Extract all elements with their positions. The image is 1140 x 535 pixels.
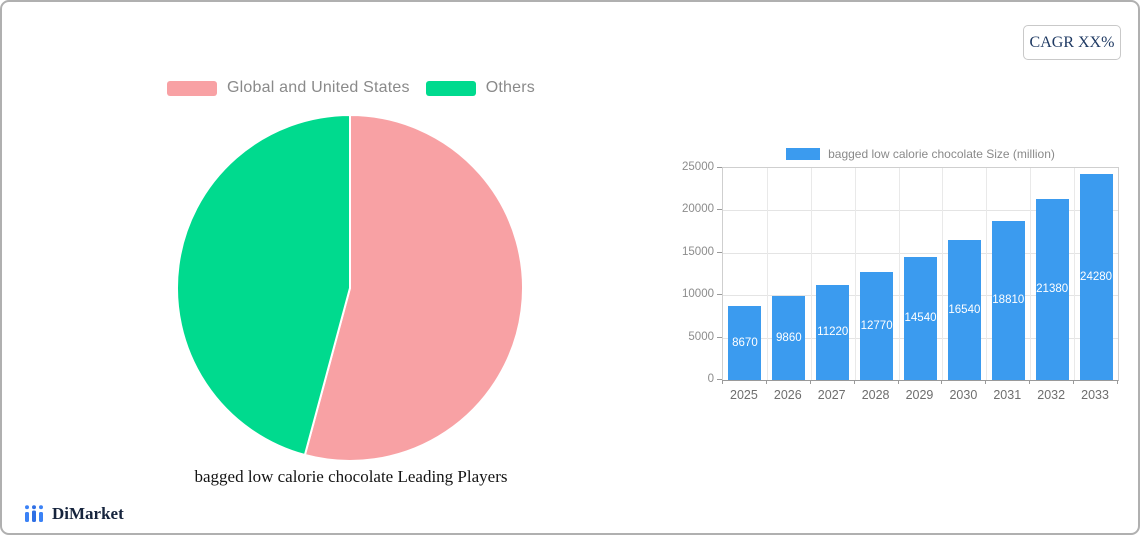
gridline-vertical <box>942 168 944 380</box>
pie-chart <box>176 114 524 462</box>
bar-value-label: 11220 <box>817 326 849 339</box>
y-axis-tick-label: 10000 <box>682 288 714 301</box>
pie-legend-swatch <box>167 80 218 96</box>
bar-value-label: 24280 <box>1080 271 1113 284</box>
x-axis-tick <box>941 380 943 384</box>
gridline-vertical <box>854 168 856 380</box>
x-axis-tick-label: 2031 <box>993 388 1022 402</box>
x-axis-tick <box>985 380 987 384</box>
bar <box>991 220 1025 380</box>
x-axis-tick-label: 2028 <box>861 388 890 402</box>
pie-legend-label: Global and United States <box>227 79 410 96</box>
bar <box>860 271 894 380</box>
pie-legend: Global and United States Others <box>2 76 700 100</box>
pie-legend-label: Others <box>485 79 535 96</box>
y-axis-tick-label: 15000 <box>682 245 714 258</box>
x-axis-tick-label: 2032 <box>1037 388 1066 402</box>
y-axis-tick-label: 0 <box>707 373 714 385</box>
x-axis-tick-label: 2025 <box>730 388 758 402</box>
bar-value-label: 18810 <box>992 294 1025 307</box>
bar <box>728 306 762 380</box>
y-axis-tick-label: 20000 <box>682 203 714 216</box>
bar-legend-swatch <box>786 148 821 160</box>
y-axis-tick <box>717 209 722 211</box>
bar <box>904 256 937 380</box>
bar-plot-area: 8670 9860 11220 12770 14540 16540 18810 21380 24… <box>722 167 1119 381</box>
pie-legend-item: Global and United States <box>167 79 410 97</box>
x-axis-tick <box>809 380 811 384</box>
x-axis-tick-label: 2029 <box>905 388 934 402</box>
bar-chart: bagged low calorie chocolate Size (milli… <box>652 142 1138 417</box>
y-axis-tick <box>717 167 722 168</box>
x-axis-tick <box>1029 380 1031 384</box>
pie-slice <box>176 114 351 457</box>
bar-legend-label: bagged low calorie chocolate Size (milli… <box>828 147 1055 161</box>
x-axis-tick <box>853 380 855 384</box>
gridline-vertical <box>810 168 812 380</box>
x-axis-tick <box>722 380 723 384</box>
gridline-vertical <box>766 168 768 380</box>
bar-value-label: 16540 <box>948 303 981 316</box>
gridline-horizontal <box>723 252 1118 254</box>
bar <box>816 284 850 380</box>
pie-legend-item: Others <box>425 79 535 97</box>
bar <box>1035 198 1069 380</box>
x-axis-tick <box>1117 380 1118 384</box>
bar-chart-logo-icon <box>25 505 43 522</box>
bar-value-label: 9860 <box>776 332 802 345</box>
x-axis-tick <box>897 380 899 384</box>
bar-value-label: 21380 <box>1036 283 1069 296</box>
gridline-vertical <box>898 168 900 380</box>
pie-slice <box>303 114 524 462</box>
x-axis-tick <box>1073 380 1075 384</box>
y-axis-tick <box>717 251 722 253</box>
y-axis-tick-label: 25000 <box>682 161 714 173</box>
cagr-button[interactable]: CAGR XX% <box>1023 25 1121 60</box>
y-axis-tick-label: 5000 <box>688 330 714 343</box>
x-axis-tick-label: 2033 <box>1081 388 1109 402</box>
gridline-vertical <box>1074 168 1076 380</box>
x-axis-tick-label: 2026 <box>773 388 802 402</box>
y-axis-tick <box>717 294 722 296</box>
bar-value-label: 14540 <box>904 312 937 325</box>
gridline-vertical <box>1030 168 1032 380</box>
bar-value-label: 12770 <box>860 319 893 332</box>
pie-legend-swatch <box>425 80 476 96</box>
bar <box>1079 174 1113 380</box>
y-axis-tick <box>717 336 722 338</box>
dimarket-logo: DiMarket <box>24 505 124 522</box>
logo-text: DiMarket <box>52 504 124 523</box>
x-axis-tick-label: 2027 <box>817 388 846 402</box>
bar <box>772 296 806 380</box>
y-axis-tick <box>717 379 722 380</box>
x-axis-tick <box>765 380 767 384</box>
bar-chart-legend: bagged low calorie chocolate Size (milli… <box>722 146 1119 162</box>
bar-value-label: 8670 <box>732 337 758 350</box>
x-axis-tick-label: 2030 <box>949 388 978 402</box>
bar <box>947 239 981 380</box>
pie-chart-title: bagged low calorie chocolate Leading Pla… <box>194 467 508 486</box>
gridline-vertical <box>986 168 988 380</box>
gridline-horizontal <box>723 210 1118 212</box>
